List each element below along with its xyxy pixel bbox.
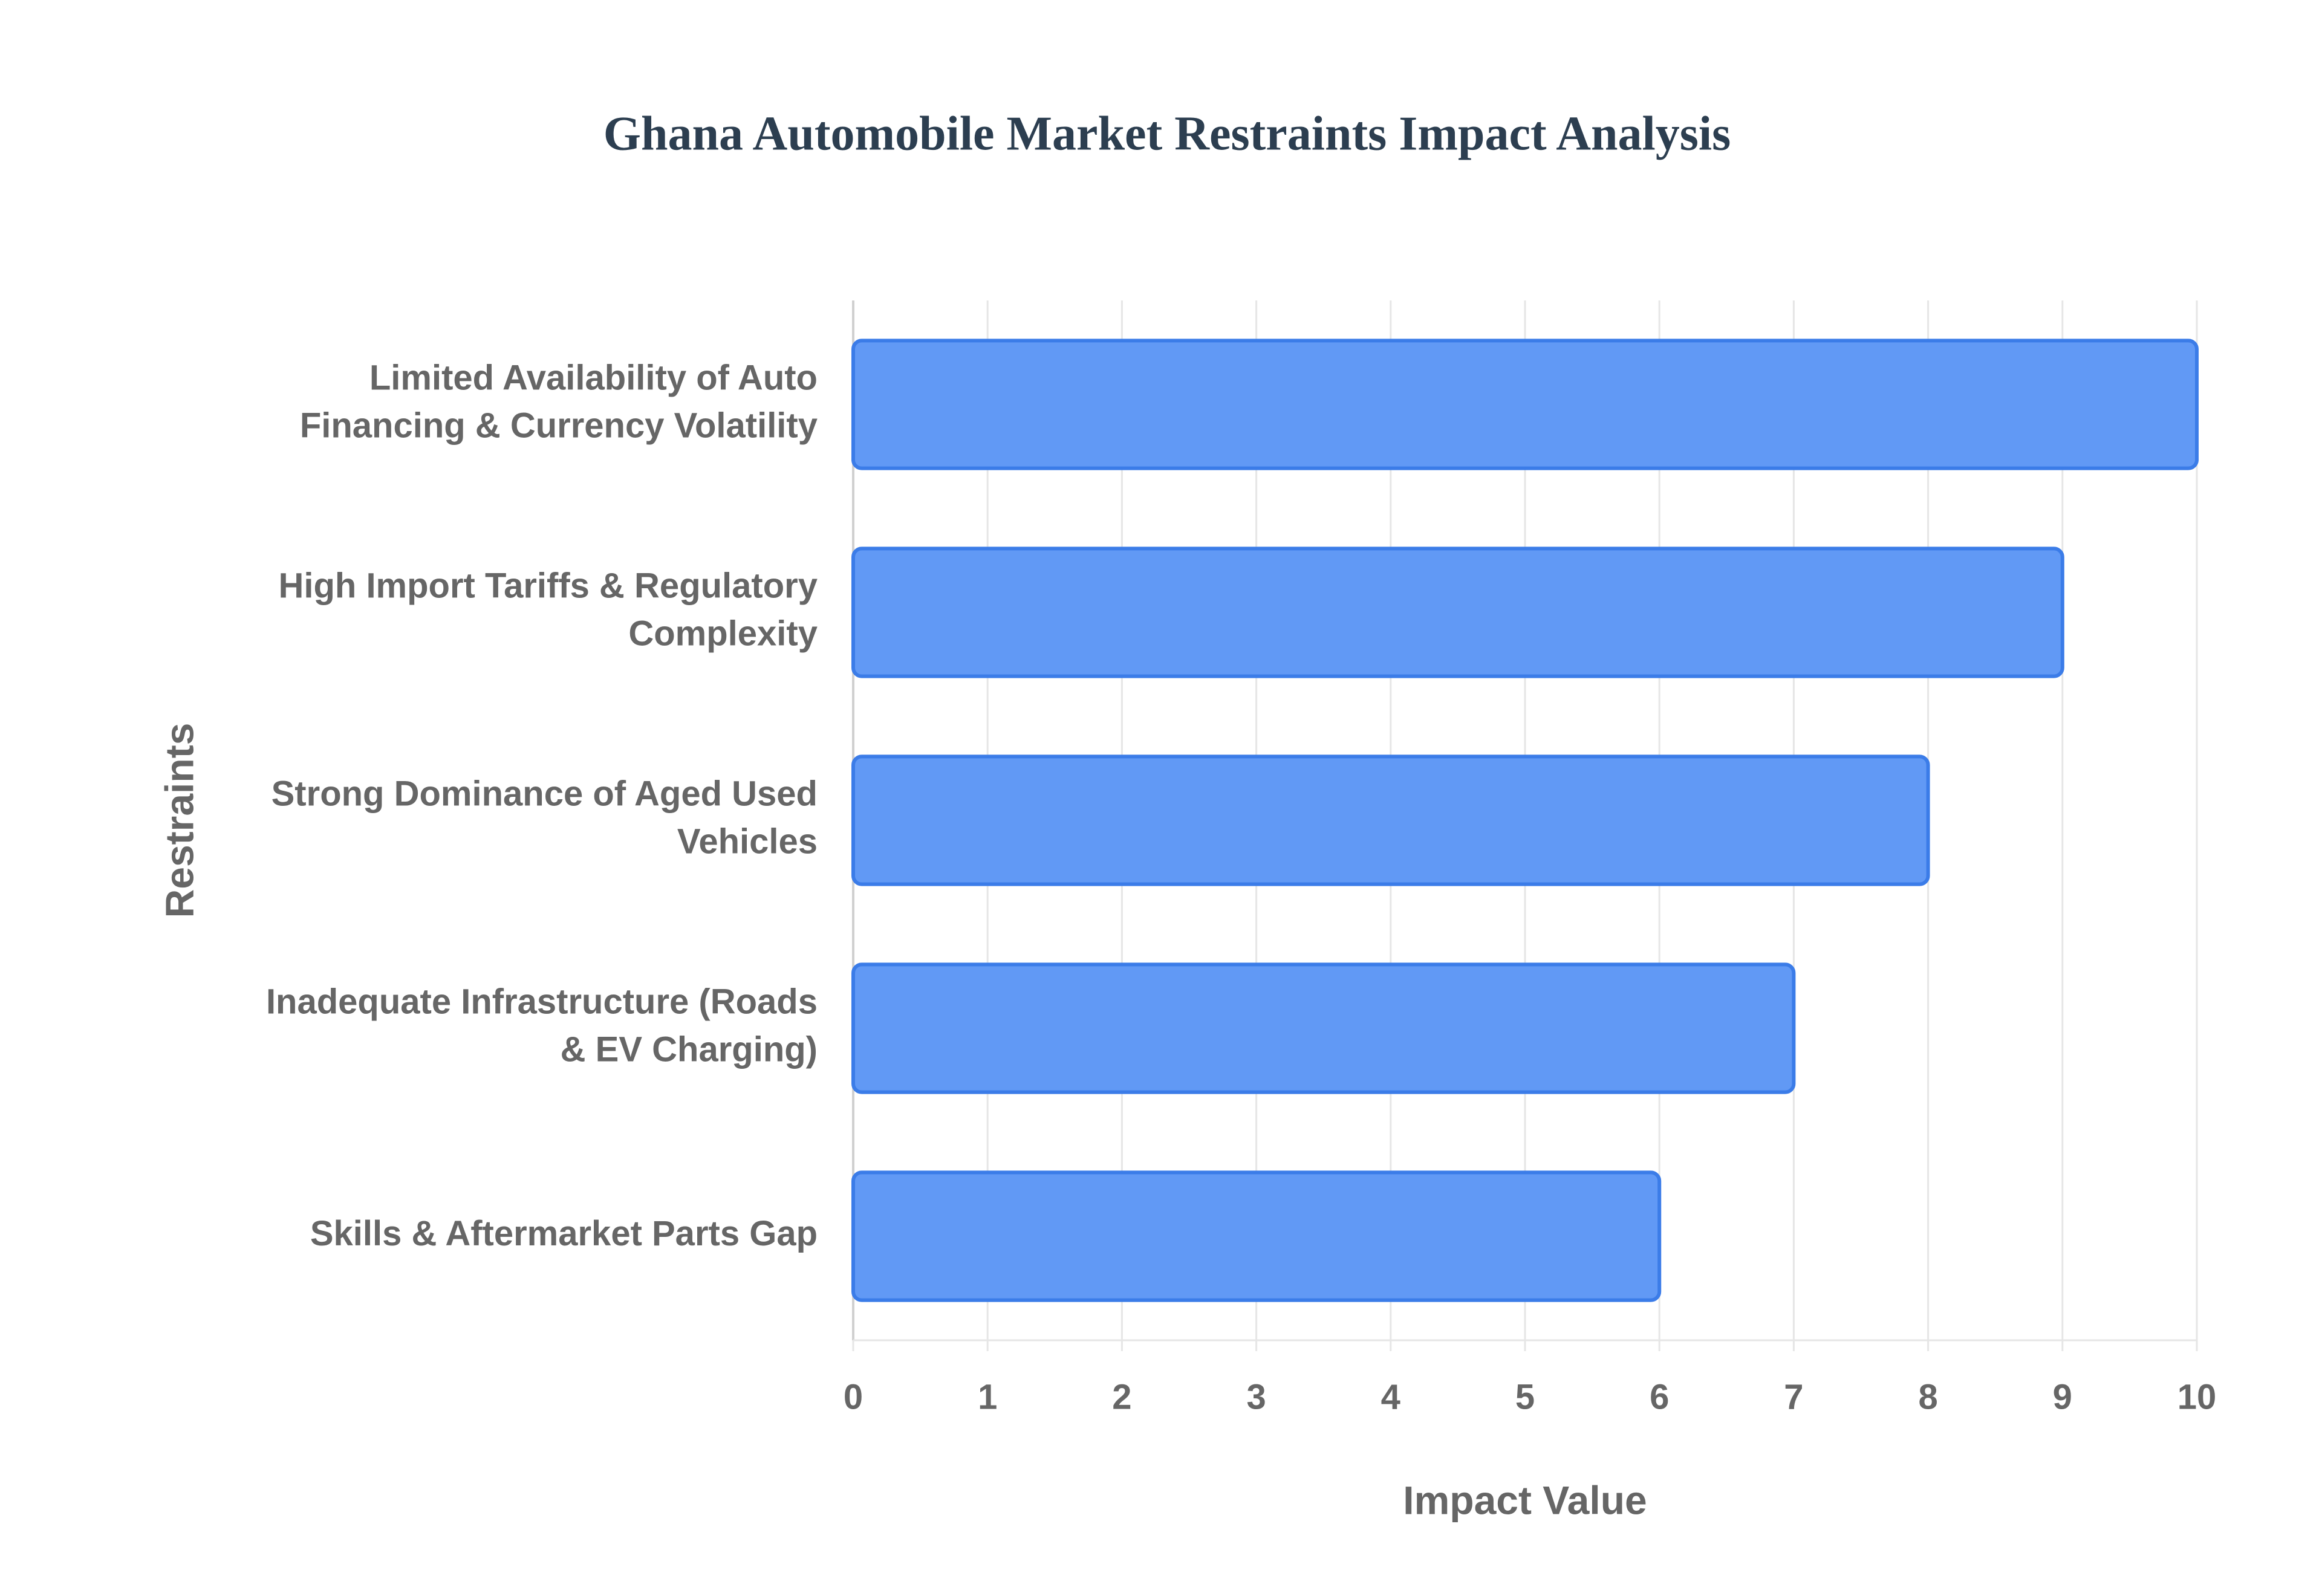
x-tick-label: 7 xyxy=(1784,1377,1803,1416)
bar xyxy=(851,754,1930,886)
x-tick-label: 9 xyxy=(2053,1377,2072,1416)
bar xyxy=(851,962,1796,1094)
x-tick-label: 6 xyxy=(1650,1377,1669,1416)
bar xyxy=(851,547,2064,678)
bar xyxy=(851,339,2199,470)
x-tick-label: 2 xyxy=(1112,1377,1131,1416)
y-tick-label: Inadequate Infrastructure (Roads & EV Cha… xyxy=(266,982,818,1069)
x-tick-label: 4 xyxy=(1381,1377,1400,1416)
y-tick-label: Strong Dominance of Aged Used Vehicles xyxy=(272,774,818,861)
y-tick-label: Skills & Aftermarket Parts Gap xyxy=(310,1214,818,1253)
x-tick-label: 1 xyxy=(978,1377,997,1416)
x-tick-label: 0 xyxy=(844,1377,863,1416)
y-axis-title: Restraints xyxy=(157,723,201,918)
bar xyxy=(851,1170,1662,1302)
y-tick-label: High Import Tariffs & Regulatory Complexi… xyxy=(278,566,818,654)
y-tick-label: Limited Availability of Auto Financing & … xyxy=(300,358,818,446)
x-tick-label: 3 xyxy=(1246,1377,1266,1416)
x-tick-label: 10 xyxy=(2177,1377,2217,1416)
x-tick-label: 5 xyxy=(1515,1377,1535,1416)
x-axis-title: Impact Value xyxy=(1403,1478,1647,1522)
x-tick-label: 8 xyxy=(1918,1377,1937,1416)
chart-title: Ghana Automobile Market Restraints Impac… xyxy=(603,107,1731,160)
